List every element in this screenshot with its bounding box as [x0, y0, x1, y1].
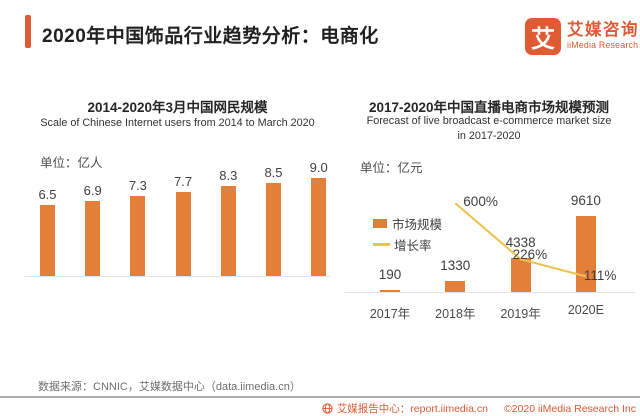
growth-rate-label: 111% [583, 268, 617, 284]
line-series-swatch-icon [373, 243, 390, 246]
bar-value-label: 190 [378, 267, 402, 282]
x-axis-label: 2020E [567, 303, 604, 317]
bar-value-label: 6.9 [83, 183, 102, 198]
footer-divider [0, 396, 640, 398]
bar-market-size [575, 216, 596, 292]
x-axis-label: 2018年 [435, 307, 476, 321]
bar-value-label: 8.3 [219, 168, 238, 183]
footer-report-info: 艾媒报告中心：report.iimedia.cn ©2020 iiMedia R… [322, 401, 636, 416]
legend-label-market-size: 市场规模 [392, 218, 443, 232]
growth-rate-label: 600% [463, 194, 498, 210]
bar-value-label: 7.3 [128, 178, 147, 193]
chart-right-plot: 190 2017年 1330 2018年 4338 2019年 9610 2020E 600% 2… [345, 193, 635, 321]
chart-left-unit-label: 单位：亿人 [40, 156, 103, 170]
bar-market-size [510, 258, 531, 292]
chart-left-plot: 6.5 6.9 7.3 7.7 8.3 8.5 9.0 [25, 160, 330, 277]
bar-internet-users [266, 183, 281, 276]
page-title: 2020年中国饰品行业趋势分析：电商化 [42, 26, 379, 47]
bar-value-label: 9610 [570, 193, 601, 208]
bar-value-label: 7.7 [174, 174, 193, 189]
brand-logo: 艾 艾媒咨询 iiMedia Research [525, 18, 639, 55]
chart-left-title: 2014-2020年3月中国网民规模 [87, 100, 268, 115]
bar-value-label: 4338 [505, 235, 536, 250]
brand-name-cn: 艾媒咨询 [567, 21, 639, 39]
growth-rate-line [454, 202, 587, 278]
legend-label-growth-rate: 增长率 [394, 239, 432, 253]
x-axis-label: 2019年 [500, 307, 541, 321]
bar-internet-users [311, 178, 327, 276]
title-accent-bar [25, 15, 31, 48]
bar-internet-users [40, 205, 55, 276]
bar-internet-users [85, 201, 101, 276]
bar-market-size [445, 281, 466, 292]
chart-right-legend: 市场规模 增长率 [373, 213, 442, 255]
bar-internet-users [175, 192, 191, 276]
bar-internet-users [130, 196, 146, 276]
bar-value-label: 6.5 [38, 187, 57, 202]
chart-right-subtitle: Forecast of live broadcast e-commerce ma… [366, 115, 612, 127]
chart-right-subtitle-line2: in 2017-2020 [457, 130, 521, 142]
brand-logo-icon: 艾 [525, 18, 561, 55]
bar-market-size [380, 290, 400, 292]
brand-logo-text: 艾媒咨询 iiMedia Research [567, 18, 639, 50]
report-center-text: 艾媒报告中心：report.iimedia.cn [336, 403, 488, 415]
legend-item-growth-rate: 增长率 [373, 234, 442, 255]
chart-right-title: 2017-2020年中国直播电商市场规模预测 [368, 100, 610, 115]
bar-value-label: 8.5 [264, 165, 283, 180]
brand-logo-glyph: 艾 [531, 26, 555, 53]
bar-series-swatch-icon [373, 219, 387, 228]
chart-right-unit-label: 单位：亿元 [360, 161, 423, 175]
growth-rate-label: 226% [512, 247, 548, 263]
globe-icon [322, 403, 333, 414]
x-axis-label: 2017年 [369, 307, 411, 321]
data-source-note: 数据来源：CNNIC，艾媒数据中心（data.iimedia.cn） [38, 381, 301, 393]
bar-internet-users [220, 186, 236, 276]
bar-value-label: 9.0 [309, 160, 328, 175]
chart-left-subtitle: Scale of Chinese Internet users from 201… [40, 117, 315, 129]
bar-value-label: 1330 [440, 258, 471, 273]
brand-name-en: iiMedia Research [567, 40, 639, 50]
legend-item-market-size: 市场规模 [373, 213, 442, 234]
copyright-text: ©2020 iiMedia Research Inc [503, 402, 636, 415]
